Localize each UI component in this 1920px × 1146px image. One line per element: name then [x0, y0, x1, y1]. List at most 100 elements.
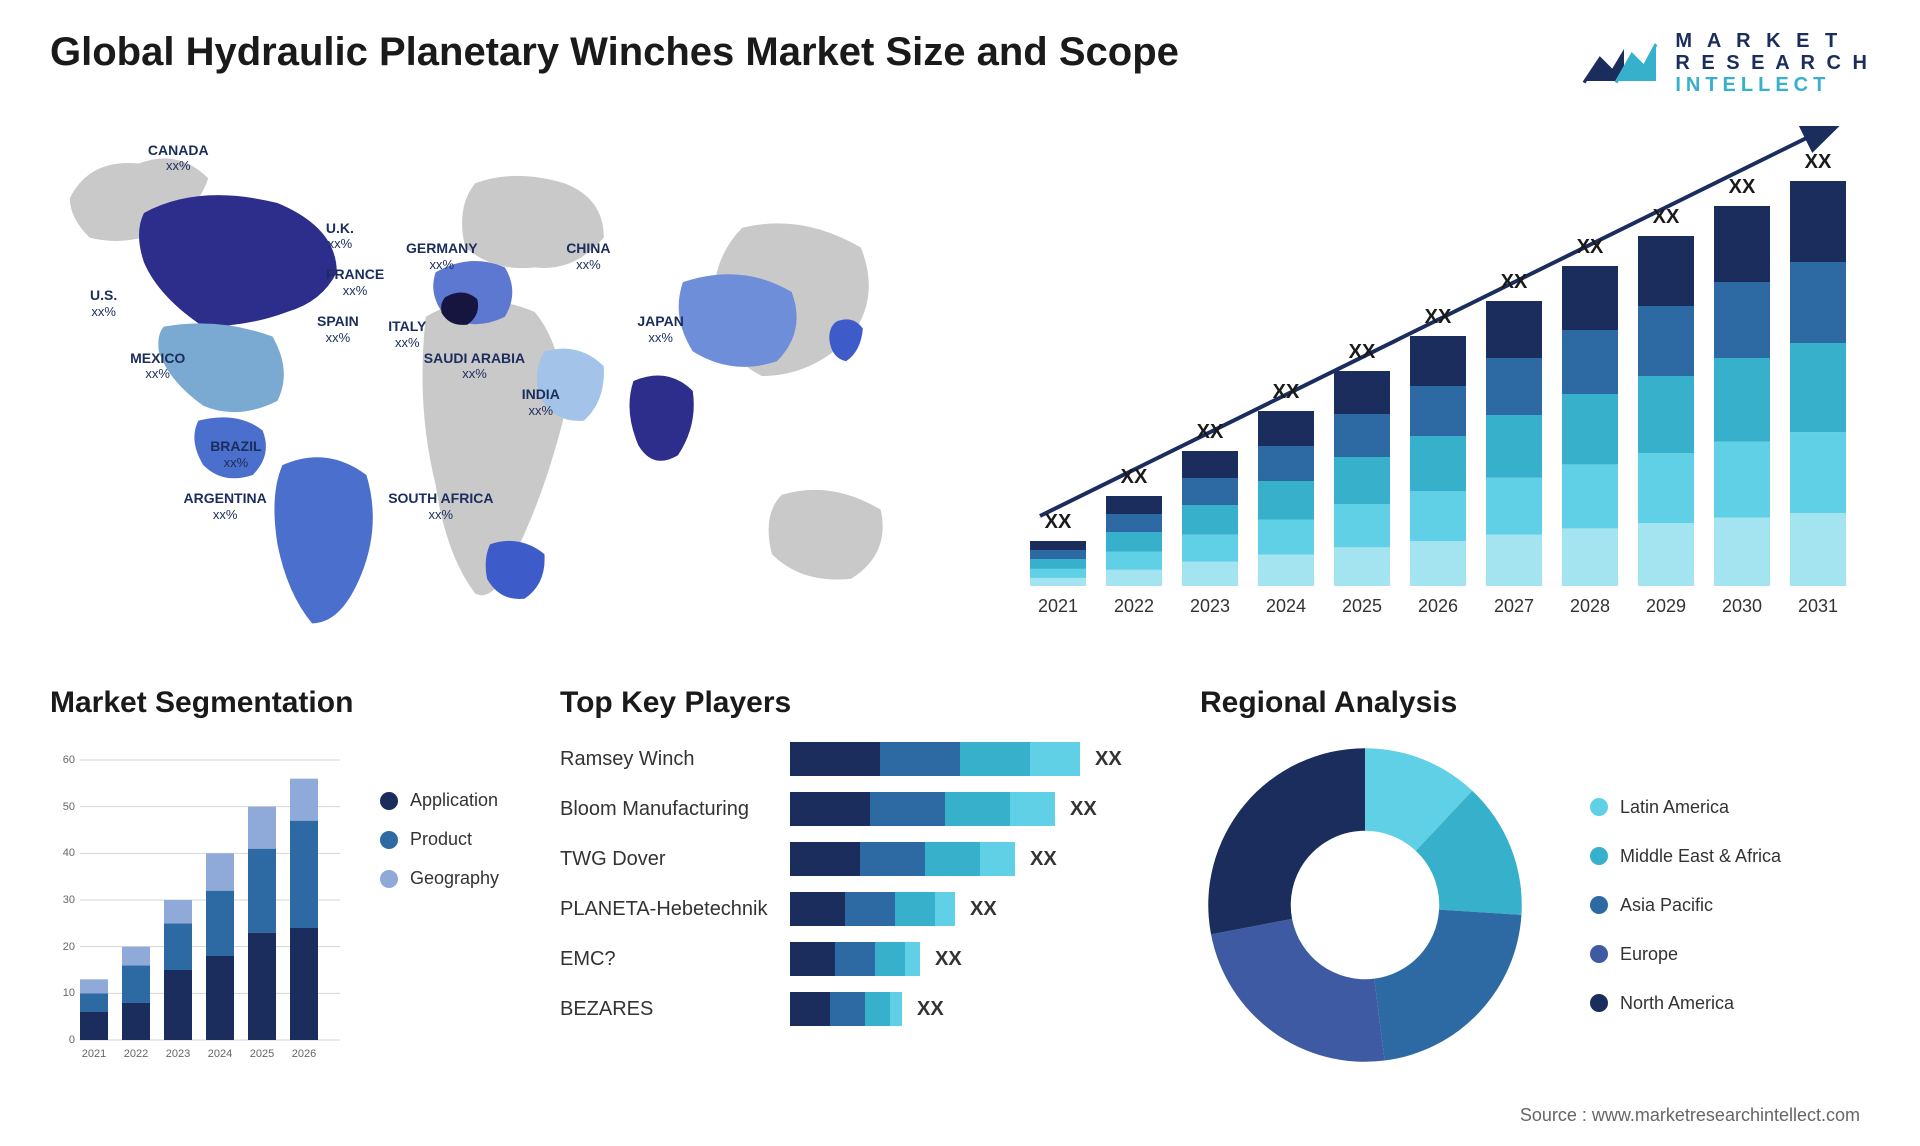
seg-x-tick: 2023 [166, 1048, 190, 1060]
seg-x-tick: 2026 [292, 1048, 316, 1060]
map-label: GERMANYxx% [406, 240, 478, 272]
growth-value-label: XX [1349, 341, 1376, 364]
growth-value-label: XX [1501, 271, 1528, 294]
map-svg [50, 126, 940, 646]
map-label: U.K.xx% [326, 220, 354, 252]
map-label: INDIAxx% [522, 386, 560, 418]
logo-text-2: R E S E A R C H [1675, 52, 1870, 74]
regional-donut [1200, 740, 1530, 1070]
seg-y-tick: 10 [63, 987, 75, 999]
legend-item: Application [380, 790, 499, 811]
seg-y-tick: 60 [63, 754, 75, 766]
growth-svg [1000, 126, 1870, 646]
growth-year-label: 2023 [1190, 596, 1230, 617]
logo-icon [1580, 31, 1660, 96]
players-list: Ramsey WinchXXBloom ManufacturingXXTWG D… [560, 740, 1160, 1028]
player-row: Bloom ManufacturingXX [560, 790, 1160, 828]
map-label: FRANCExx% [326, 266, 384, 298]
player-value: XX [1095, 748, 1122, 771]
player-value: XX [917, 998, 944, 1021]
player-bar [790, 742, 1080, 776]
seg-y-tick: 40 [63, 847, 75, 859]
growth-year-label: 2030 [1722, 596, 1762, 617]
growth-value-label: XX [1045, 511, 1072, 534]
growth-year-label: 2022 [1114, 596, 1154, 617]
player-value: XX [970, 898, 997, 921]
player-bar [790, 792, 1055, 826]
growth-year-label: 2025 [1342, 596, 1382, 617]
player-row: Ramsey Winch XX [560, 740, 1160, 778]
player-bar [790, 842, 1015, 876]
seg-y-tick: 0 [69, 1034, 75, 1046]
map-label: ITALYxx% [388, 318, 426, 350]
logo-text-3: INTELLECT [1675, 74, 1870, 96]
segmentation-title: Market Segmentation [50, 686, 520, 720]
brand-logo: M A R K E T R E S E A R C H INTELLECT [1580, 30, 1870, 96]
map-label: MEXICOxx% [130, 350, 185, 382]
legend-item: Asia Pacific [1590, 895, 1781, 916]
page-title: Global Hydraulic Planetary Winches Marke… [50, 30, 1179, 75]
players-panel: Top Key Players Ramsey Winch XX Bloom Manu… [560, 686, 1160, 1070]
map-label: U.S.xx% [90, 287, 117, 319]
player-name: BEZARES [560, 998, 790, 1021]
legend-item: North America [1590, 993, 1781, 1014]
growth-year-label: 2028 [1570, 596, 1610, 617]
player-name: TWG Dover [560, 848, 790, 871]
seg-x-tick: 2021 [82, 1048, 106, 1060]
seg-y-tick: 50 [63, 801, 75, 813]
growth-year-label: 2029 [1646, 596, 1686, 617]
player-row: BEZARES XX [560, 990, 1160, 1028]
player-name: Bloom Manufacturing [560, 798, 790, 821]
regional-legend: Latin America Middle East & Africa Asia Pa… [1590, 797, 1781, 1014]
player-bar [790, 992, 902, 1026]
growth-value-label: XX [1729, 176, 1756, 199]
growth-year-label: 2024 [1266, 596, 1306, 617]
player-name: EMC? [560, 948, 790, 971]
seg-x-tick: 2025 [250, 1048, 274, 1060]
player-bar [790, 892, 955, 926]
logo-text-1: M A R K E T [1675, 30, 1870, 52]
regional-title: Regional Analysis [1200, 686, 1870, 720]
growth-year-label: 2027 [1494, 596, 1534, 617]
player-name: Ramsey Winch [560, 748, 790, 771]
map-label: SOUTH AFRICAxx% [388, 490, 493, 522]
seg-x-tick: 2024 [208, 1048, 232, 1060]
map-label: SAUDI ARABIAxx% [424, 350, 525, 382]
growth-value-label: XX [1273, 381, 1300, 404]
legend-item: Middle East & Africa [1590, 846, 1781, 867]
player-row: PLANETA-Hebetechnik XX [560, 890, 1160, 928]
growth-chart: 2021XX2022XX2023XX2024XX2025XX2026XX2027… [1000, 126, 1870, 646]
world-map: CANADAxx% U.S.xx% MEXICOxx% BRAZILxx% ARGENT… [50, 126, 940, 646]
segmentation-chart: 0102030405060202120222023202420252026 [50, 740, 350, 1070]
source-text: Source : www.marketresearchintellect.com [1520, 1105, 1860, 1126]
map-label: ARGENTINAxx% [184, 490, 267, 522]
player-value: XX [1030, 848, 1057, 871]
growth-value-label: XX [1121, 466, 1148, 489]
map-label: JAPANxx% [637, 313, 683, 345]
player-value: XX [935, 948, 962, 971]
growth-value-label: XX [1577, 236, 1604, 259]
player-row: TWG Dover XX [560, 840, 1160, 878]
segmentation-legend: Application Product Geography [380, 740, 499, 1070]
player-row: EMC? XX [560, 940, 1160, 978]
map-label: BRAZILxx% [210, 438, 261, 470]
seg-y-tick: 20 [63, 941, 75, 953]
map-label: CHINAxx% [566, 240, 610, 272]
player-name: PLANETA-Hebetechnik [560, 898, 790, 921]
player-bar [790, 942, 920, 976]
seg-x-tick: 2022 [124, 1048, 148, 1060]
regional-panel: Regional Analysis Latin America Middle Ea… [1200, 686, 1870, 1070]
legend-item: Europe [1590, 944, 1781, 965]
growth-value-label: XX [1653, 206, 1680, 229]
legend-item: Latin America [1590, 797, 1781, 818]
growth-year-label: 2021 [1038, 596, 1078, 617]
growth-value-label: XX [1425, 306, 1452, 329]
legend-item: Product [380, 829, 499, 850]
players-title: Top Key Players [560, 686, 1160, 720]
segmentation-panel: Market Segmentation 01020304050602021202… [50, 686, 520, 1070]
growth-value-label: XX [1197, 421, 1224, 444]
growth-value-label: XX [1805, 151, 1832, 174]
map-label: CANADAxx% [148, 142, 209, 174]
legend-item: Geography [380, 868, 499, 889]
map-label: SPAINxx% [317, 313, 359, 345]
